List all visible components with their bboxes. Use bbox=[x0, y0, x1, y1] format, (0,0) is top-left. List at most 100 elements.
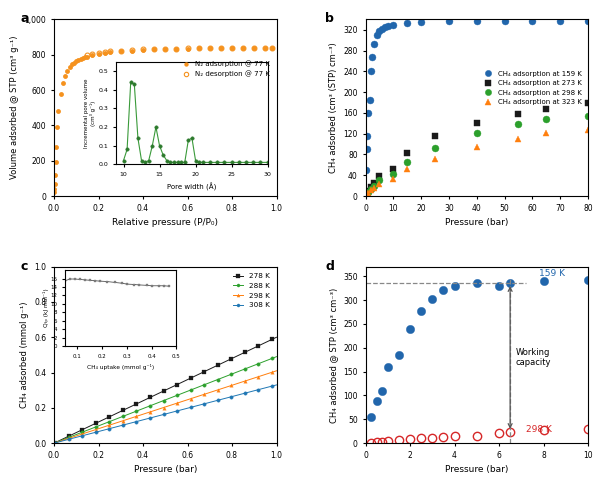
288 K bbox=[155, 399, 163, 405]
298 K bbox=[74, 432, 82, 438]
CH₄ adsorption at 298 K bbox=[376, 178, 383, 184]
N₂ adsorption @ 77 K bbox=[217, 45, 224, 51]
CH₄ adsorption at 273 K bbox=[365, 188, 372, 194]
308 K bbox=[178, 407, 185, 412]
308 K bbox=[106, 426, 113, 431]
298 K bbox=[133, 413, 140, 419]
N₂ desorption @ 77 K bbox=[151, 46, 158, 52]
Text: Working
capacity: Working capacity bbox=[515, 348, 551, 367]
N₂ adsorption @ 77 K bbox=[57, 91, 64, 96]
308 K bbox=[146, 415, 154, 421]
308 K bbox=[164, 411, 172, 416]
278 K bbox=[196, 371, 203, 377]
308 K bbox=[246, 389, 253, 395]
CH₄ adsorption at 273 K bbox=[515, 111, 522, 117]
288 K bbox=[205, 380, 212, 386]
298 K bbox=[173, 400, 181, 406]
308 K bbox=[119, 422, 127, 428]
N₂ adsorption @ 77 K bbox=[239, 45, 247, 51]
298 K bbox=[146, 409, 154, 415]
Legend: N₂ adsorption @ 77 K, N₂ desorption @ 77 K: N₂ adsorption @ 77 K, N₂ desorption @ 77… bbox=[179, 57, 273, 80]
298 K bbox=[61, 437, 68, 443]
298 K bbox=[196, 393, 203, 399]
308 K bbox=[97, 428, 104, 434]
288 K bbox=[250, 362, 257, 368]
308 K bbox=[273, 382, 280, 388]
CH₄ adsorption at 159 K bbox=[373, 32, 380, 38]
278 K bbox=[115, 410, 122, 415]
N₂ adsorption @ 77 K bbox=[251, 45, 258, 51]
N₂ adsorption @ 77 K bbox=[66, 64, 73, 70]
288 K bbox=[200, 382, 208, 388]
278 K bbox=[200, 369, 208, 375]
298 K bbox=[79, 431, 86, 437]
278 K bbox=[88, 423, 95, 429]
278 K bbox=[160, 388, 167, 394]
288 K bbox=[218, 375, 226, 381]
288 K bbox=[196, 384, 203, 390]
CH₄ adsorption at 273 K bbox=[363, 190, 370, 196]
CH₄ adsorption at 159 K bbox=[390, 22, 397, 28]
278 K bbox=[137, 399, 145, 405]
Line: 308 K: 308 K bbox=[53, 383, 278, 445]
278 K bbox=[70, 431, 77, 437]
298 K bbox=[164, 403, 172, 409]
298 K bbox=[155, 406, 163, 412]
298 K bbox=[142, 411, 149, 416]
CH₄ adsorption at 323 K bbox=[363, 191, 370, 197]
CH₄ adsorption at 159 K bbox=[364, 133, 371, 139]
CH₄ adsorption at 273 K bbox=[363, 191, 370, 197]
CH₄ adsorption at 273 K bbox=[370, 180, 377, 186]
CH₄ adsorption at 159 K bbox=[379, 26, 386, 32]
288 K bbox=[97, 422, 104, 428]
CH₄ adsorption at 159 K bbox=[382, 24, 389, 30]
Y-axis label: CH₄ adsorbed @ STP (cm³ cm⁻³): CH₄ adsorbed @ STP (cm³ cm⁻³) bbox=[329, 287, 338, 423]
CH₄ adsorption at 323 K bbox=[542, 130, 550, 135]
308 K bbox=[79, 433, 86, 439]
CH₄ adsorption at 159 K bbox=[445, 18, 452, 24]
298 K bbox=[178, 399, 185, 405]
CH₄ adsorption at 323 K bbox=[367, 187, 374, 193]
278 K bbox=[83, 425, 91, 431]
278 K bbox=[209, 364, 217, 370]
N₂ adsorption @ 77 K bbox=[55, 109, 62, 114]
308 K bbox=[237, 392, 244, 397]
298 K bbox=[101, 424, 109, 430]
308 K bbox=[83, 431, 91, 437]
X-axis label: Relative pressure (P/P₀): Relative pressure (P/P₀) bbox=[112, 218, 218, 227]
308 K bbox=[205, 400, 212, 406]
Legend: 278 K, 288 K, 298 K, 308 K: 278 K, 288 K, 298 K, 308 K bbox=[230, 270, 273, 311]
N₂ adsorption @ 77 K bbox=[54, 124, 61, 130]
288 K bbox=[273, 354, 280, 359]
CH₄ adsorption at 298 K bbox=[584, 112, 592, 118]
N₂ desorption @ 77 K bbox=[251, 45, 258, 51]
CH₄ adsorption at 298 K bbox=[431, 145, 439, 151]
N₂ adsorption @ 77 K bbox=[161, 46, 169, 52]
278 K bbox=[218, 360, 226, 366]
308 K bbox=[182, 406, 190, 412]
Text: 159 K: 159 K bbox=[539, 269, 565, 278]
N₂ adsorption @ 77 K bbox=[184, 46, 191, 52]
Line: CH₄ adsorption at 273 K: CH₄ adsorption at 273 K bbox=[363, 99, 591, 198]
N₂ adsorption @ 77 K bbox=[52, 160, 59, 166]
298 K bbox=[52, 440, 59, 446]
278 K bbox=[133, 401, 140, 407]
N₂ adsorption @ 77 K bbox=[139, 47, 146, 53]
298 K bbox=[273, 368, 280, 374]
288 K bbox=[115, 415, 122, 421]
CH₄ adsorption at 323 K bbox=[431, 156, 439, 162]
278 K bbox=[182, 377, 190, 383]
CH₄ adsorption at 298 K bbox=[363, 191, 370, 197]
N₂ desorption @ 77 K bbox=[101, 49, 109, 55]
298 K bbox=[83, 430, 91, 435]
308 K bbox=[191, 403, 199, 409]
N₂ adsorption @ 77 K bbox=[151, 47, 158, 53]
298 K bbox=[205, 390, 212, 396]
278 K bbox=[241, 349, 248, 355]
CH₄ adsorption at 273 K bbox=[376, 173, 383, 179]
278 K bbox=[65, 433, 72, 439]
278 K bbox=[259, 341, 266, 347]
288 K bbox=[264, 357, 271, 363]
288 K bbox=[106, 419, 113, 425]
CH₄ adsorption at 323 K bbox=[370, 185, 377, 190]
